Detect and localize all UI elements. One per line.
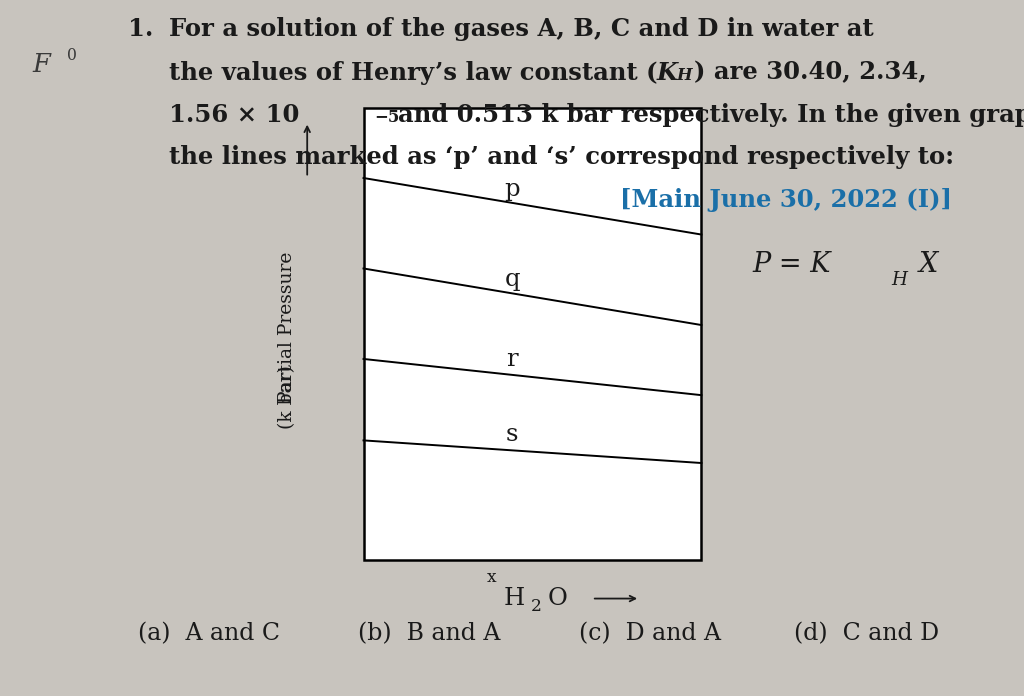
Text: q: q bbox=[505, 268, 520, 291]
Text: (d)  C and D: (d) C and D bbox=[794, 622, 939, 645]
Text: 1.56 × 10: 1.56 × 10 bbox=[169, 103, 299, 127]
Text: X: X bbox=[919, 251, 938, 278]
Text: ) are 30.40, 2.34,: ) are 30.40, 2.34, bbox=[694, 61, 927, 84]
Text: H: H bbox=[504, 587, 525, 610]
Text: H: H bbox=[891, 271, 907, 289]
Text: F: F bbox=[33, 52, 50, 77]
Text: (k bar): (k bar) bbox=[278, 365, 296, 429]
Text: P = K: P = K bbox=[753, 251, 831, 278]
Text: (b)  B and A: (b) B and A bbox=[358, 622, 501, 645]
Text: −5: −5 bbox=[374, 109, 399, 126]
Text: [Main June 30, 2022 (I)]: [Main June 30, 2022 (I)] bbox=[621, 188, 952, 212]
Text: H: H bbox=[677, 68, 692, 84]
Text: (c)  D and A: (c) D and A bbox=[579, 622, 721, 645]
Text: O: O bbox=[548, 587, 567, 610]
Text: and 0.513 k bar respectively. In the given graph,: and 0.513 k bar respectively. In the giv… bbox=[398, 103, 1024, 127]
Text: s: s bbox=[506, 423, 518, 446]
Text: x: x bbox=[486, 569, 496, 586]
Text: p: p bbox=[505, 177, 520, 200]
Text: 0: 0 bbox=[67, 47, 77, 63]
Text: 2: 2 bbox=[530, 599, 542, 615]
Text: the lines marked as ‘p’ and ‘s’ correspond respectively to:: the lines marked as ‘p’ and ‘s’ correspo… bbox=[169, 145, 954, 169]
Text: 1.: 1. bbox=[128, 17, 154, 41]
Text: For a solution of the gases A, B, C and D in water at: For a solution of the gases A, B, C and … bbox=[169, 17, 873, 41]
Text: K: K bbox=[657, 61, 678, 84]
Text: r: r bbox=[507, 349, 518, 372]
Text: the values of Henry’s law constant (: the values of Henry’s law constant ( bbox=[169, 61, 657, 84]
Bar bbox=[364, 108, 701, 560]
Text: (a)  A and C: (a) A and C bbox=[138, 622, 281, 645]
Text: Partial Pressure: Partial Pressure bbox=[278, 251, 296, 403]
